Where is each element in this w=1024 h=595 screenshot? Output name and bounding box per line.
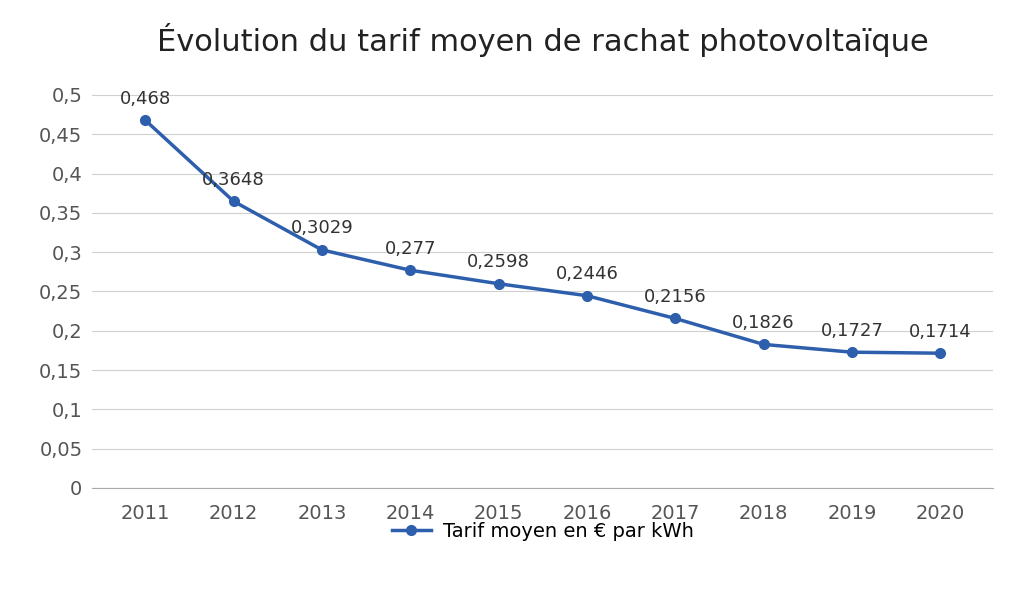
Text: 0,1714: 0,1714 xyxy=(909,322,972,341)
Tarif moyen en € par kWh xyxy=(669,315,681,322)
Text: 0,1826: 0,1826 xyxy=(732,314,795,332)
Tarif moyen en € par kWh xyxy=(139,117,152,124)
Tarif moyen en € par kWh xyxy=(581,292,593,299)
Text: 0,2598: 0,2598 xyxy=(467,253,530,271)
Tarif moyen en € par kWh xyxy=(758,341,770,348)
Text: 0,3029: 0,3029 xyxy=(291,220,353,237)
Tarif moyen en € par kWh xyxy=(934,350,946,357)
Legend: Tarif moyen en € par kWh: Tarif moyen en € par kWh xyxy=(384,515,701,549)
Text: 0,3648: 0,3648 xyxy=(202,171,265,189)
Tarif moyen en € par kWh xyxy=(404,267,417,274)
Tarif moyen en € par kWh xyxy=(315,246,328,253)
Text: 0,1727: 0,1727 xyxy=(820,322,884,340)
Title: Évolution du tarif moyen de rachat photovoltaïque: Évolution du tarif moyen de rachat photo… xyxy=(157,23,929,57)
Tarif moyen en € par kWh xyxy=(493,280,505,287)
Text: 0,468: 0,468 xyxy=(120,90,171,108)
Tarif moyen en € par kWh xyxy=(227,198,240,205)
Text: 0,277: 0,277 xyxy=(384,240,436,258)
Tarif moyen en € par kWh xyxy=(846,349,858,356)
Text: 0,2446: 0,2446 xyxy=(555,265,618,283)
Line: Tarif moyen en € par kWh: Tarif moyen en € par kWh xyxy=(140,115,945,358)
Text: 0,2156: 0,2156 xyxy=(644,288,707,306)
